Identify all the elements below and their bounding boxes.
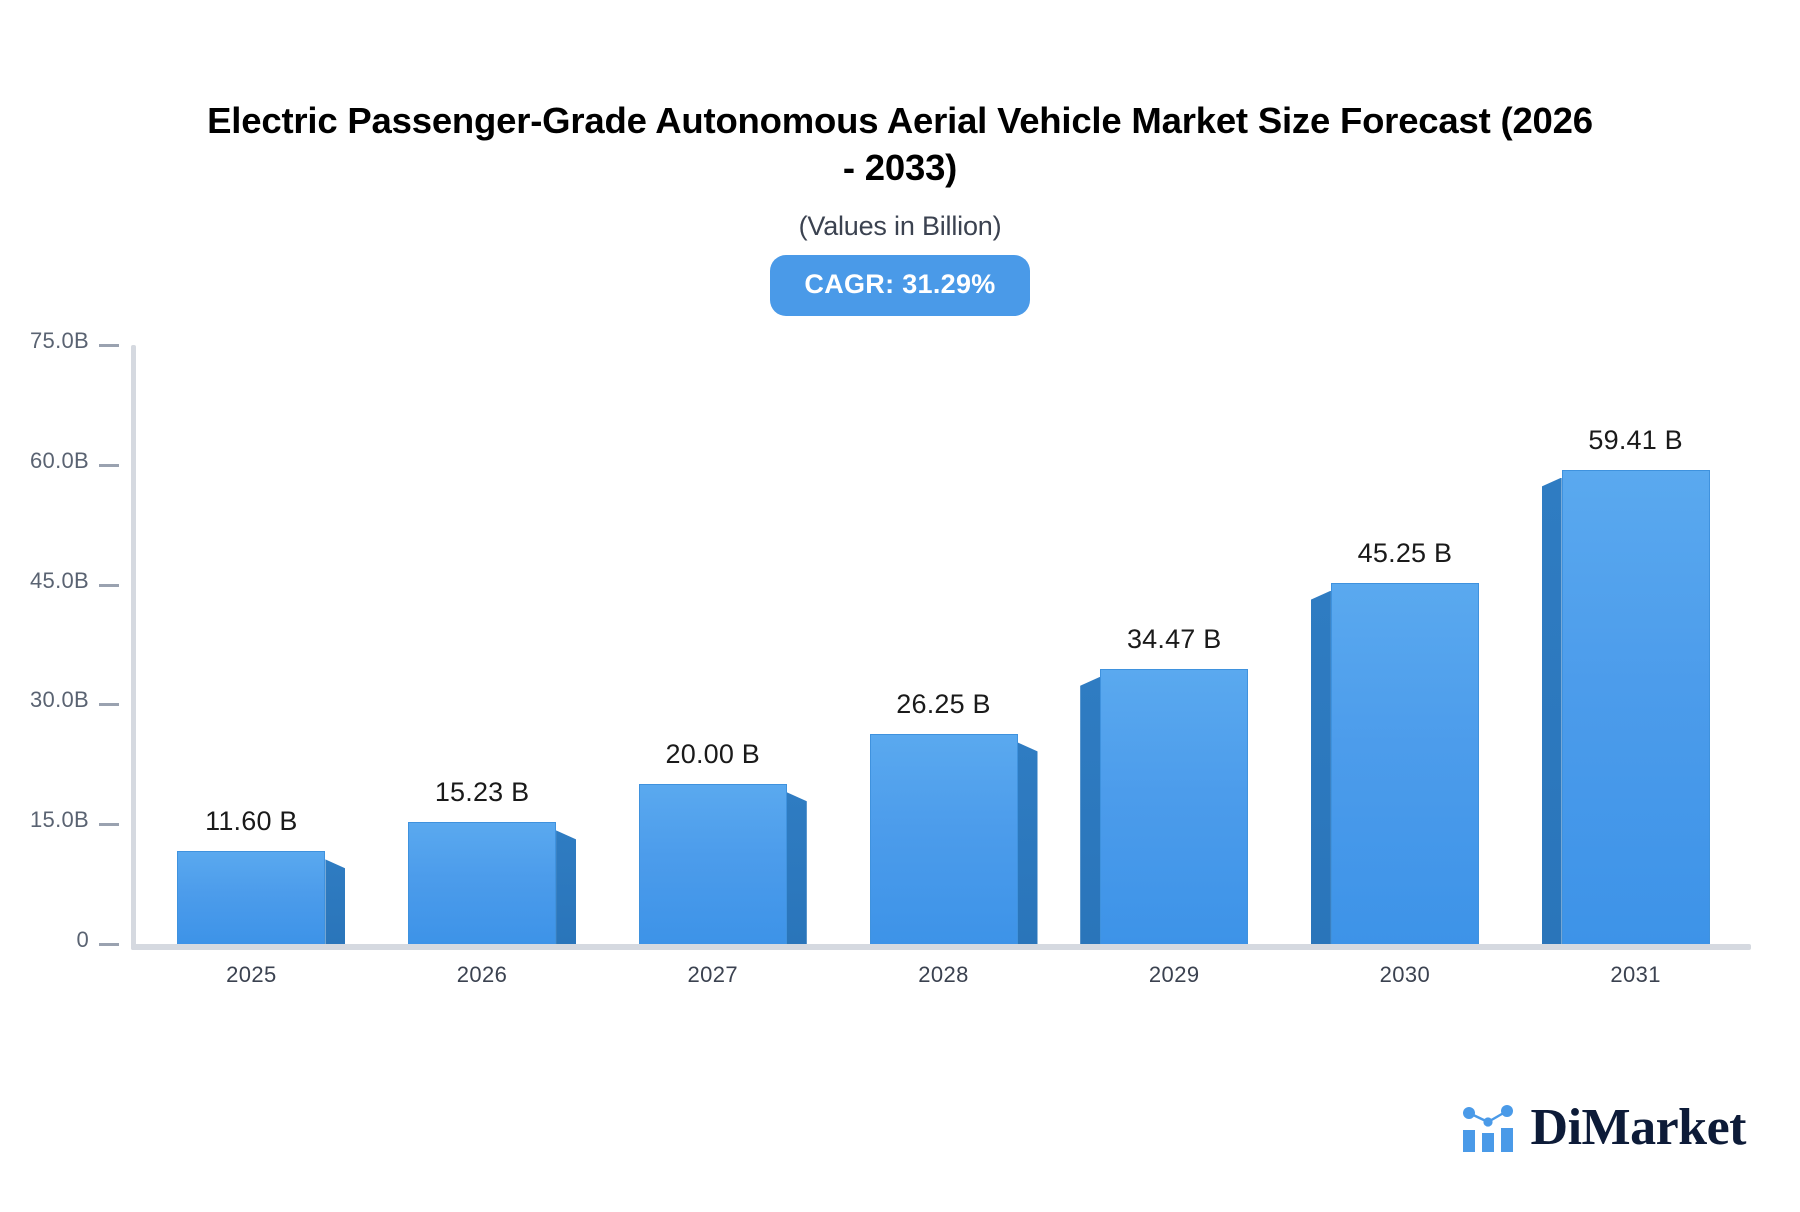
bar-column[interactable]: 15.23 B [408,345,577,944]
bar-side-panel [325,859,346,944]
y-axis-tick-label: 60.0B [30,447,89,473]
y-axis-tick-label: 15.0B [30,807,89,833]
y-axis-line [131,345,136,950]
y-axis-tick: 15.0B [0,807,131,832]
y-axis-tick-mark [99,943,119,946]
bar-value-label: 26.25 B [896,689,991,720]
y-axis-tick-mark [99,583,119,587]
bar-column[interactable]: 59.41 B [1541,345,1710,944]
bar-side-panel [556,830,577,944]
bar-face [1561,469,1710,944]
cagr-badge-container: CAGR: 31.29% [0,255,1800,316]
bar-face [1100,668,1249,944]
bar-chart-line-icon [1462,1105,1513,1152]
bar-series: 11.60 B 15.23 B 20.00 B 26.25 B 34.47 B 45.25… [136,345,1751,944]
chart-header: Electric Passenger-Grade Autonomous Aeri… [0,0,1800,242]
bar-face [638,784,787,944]
bar[interactable] [177,851,346,944]
y-axis-tick-label: 30.0B [30,687,89,713]
y-axis-tick: 60.0B [0,448,131,473]
bar-face [408,822,557,944]
y-axis-tick-mark [99,823,119,827]
brand-name: DiMarket [1530,1099,1747,1156]
y-axis-tick: 30.0B [0,687,131,712]
y-axis-tick-label: 75.0B [30,328,89,353]
bar-column[interactable]: 45.25 B [1310,345,1479,944]
y-axis-tick-mark [99,703,119,707]
bar-face [869,734,1018,944]
bar-side-panel [1310,590,1331,944]
x-axis-tick-label: 2026 [456,962,508,987]
status-badge: CAGR: 31.29% [770,255,1030,316]
y-axis-tick-label: 0 [76,927,89,952]
brand-logo: DiMarket [1461,1099,1747,1156]
bar[interactable] [1310,582,1479,944]
bar[interactable] [408,822,577,944]
bar-column[interactable]: 26.25 B [869,345,1038,944]
bar[interactable] [638,784,807,944]
bar-side-panel [786,792,807,944]
y-axis-tick: 75.0B [0,328,131,353]
y-axis-tick-mark [99,344,119,347]
bar-side-panel [1017,742,1038,944]
x-axis-tick-label: 2028 [918,962,969,987]
bar-column[interactable]: 34.47 B [1080,345,1249,944]
bar-side-panel [1541,477,1562,944]
bar-value-label: 15.23 B [434,777,530,808]
chart-subtitle: (Values in Billion) [798,211,1002,242]
bar[interactable] [1080,668,1249,944]
x-axis-tick-label: 2031 [1610,962,1661,987]
y-axis-tick: 0 [0,927,131,952]
bar-value-label: 20.00 B [665,739,761,770]
y-axis-tick: 45.0B [0,568,131,593]
bar-face [177,851,326,944]
bar-side-panel [1080,676,1101,944]
bar-value-label: 45.25 B [1357,537,1453,568]
y-axis-tick-label: 45.0B [30,567,89,593]
x-axis-tick-label: 2025 [226,962,277,987]
x-axis-tick-label: 2029 [1148,962,1200,987]
bar-value-label: 34.47 B [1126,623,1222,654]
x-axis-line [131,944,1751,950]
page-title: Electric Passenger-Grade Autonomous Aeri… [207,100,1603,188]
bar-value-label: 59.41 B [1588,424,1683,455]
bar-value-label: 11.60 B [205,806,298,837]
bar[interactable] [1541,469,1710,944]
x-axis-tick-label: 2030 [1379,962,1431,987]
bar[interactable] [869,734,1038,944]
bar-column[interactable]: 11.60 B [177,345,346,944]
x-axis-tick-label: 2027 [687,962,739,987]
y-axis-tick-mark [99,463,119,467]
bar-face [1330,582,1479,944]
bar-column[interactable]: 20.00 B [638,345,807,944]
